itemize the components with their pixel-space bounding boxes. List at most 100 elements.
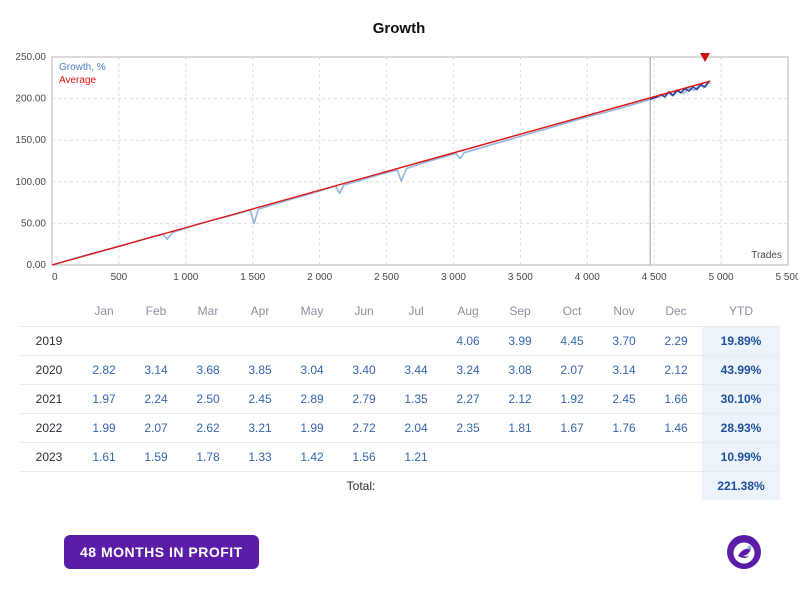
- return-cell: 1.46: [664, 421, 688, 435]
- return-cell: 1.59: [144, 450, 168, 464]
- ytd-cell: 30.10%: [702, 384, 780, 414]
- return-cell: 1.99: [92, 421, 116, 435]
- y-tick-label: 0.00: [27, 260, 47, 271]
- ytd-cell: 28.93%: [702, 413, 780, 443]
- ytd-cell: 19.89%: [702, 326, 780, 356]
- return-cell: 2.82: [92, 363, 116, 377]
- month-header: Jan: [94, 304, 114, 318]
- total-row: Total: 221.38%: [20, 471, 780, 500]
- return-cell: 1.92: [560, 392, 584, 406]
- return-cell: 3.14: [612, 363, 636, 377]
- return-cell: 3.24: [456, 363, 480, 377]
- return-cell: 2.07: [560, 363, 584, 377]
- return-cell: 2.45: [612, 392, 636, 406]
- return-cell: 1.76: [612, 421, 636, 435]
- x-tick-label: 1 000: [173, 272, 198, 283]
- return-cell: 1.21: [404, 450, 428, 464]
- return-cell: [442, 443, 494, 472]
- month-header: Apr: [250, 304, 270, 318]
- month-header: Jul: [408, 304, 424, 318]
- ytd-cell: 10.99%: [702, 442, 780, 472]
- return-cell: 2.79: [352, 392, 376, 406]
- month-header: Feb: [145, 304, 167, 318]
- months-in-profit-badge: 48 MONTHS IN PROFIT: [64, 535, 259, 569]
- x-tick-label: 1 500: [240, 272, 265, 283]
- year-label: 2020: [35, 363, 63, 377]
- return-cell: 2.29: [664, 334, 688, 348]
- total-value: 221.38%: [702, 471, 780, 500]
- return-cell: 3.85: [248, 363, 272, 377]
- series-average: [51, 80, 711, 266]
- return-cell: 1.66: [664, 392, 688, 406]
- year-label: 2022: [35, 421, 63, 435]
- y-tick-label: 200.00: [15, 94, 46, 105]
- month-header: Dec: [665, 304, 687, 318]
- return-cell: 3.44: [404, 363, 428, 377]
- y-tick-label: 250.00: [15, 52, 46, 63]
- return-cell: [546, 443, 598, 472]
- growth-chart-canvas[interactable]: 0 500 1 000 1 500 2 000 2 500 3 000 3 500 4 000 4…: [0, 47, 798, 287]
- return-cell: [598, 443, 650, 472]
- return-cell: [234, 327, 286, 356]
- y-tick-label: 50.00: [21, 218, 46, 229]
- return-cell: 1.61: [92, 450, 116, 464]
- table-row: 2021 1.97 2.24 2.50 2.45 2.89 2.79 1.35 2.27 2.12…: [20, 384, 780, 414]
- month-header: May: [300, 304, 324, 318]
- ytd-header: YTD: [729, 304, 753, 318]
- x-tick-label: 2 000: [307, 272, 332, 283]
- year-label: 2023: [35, 450, 63, 464]
- return-cell: [286, 327, 338, 356]
- return-cell: [650, 443, 702, 472]
- return-cell: [182, 327, 234, 356]
- table-row: 2020 2.82 3.14 3.68 3.85 3.04 3.40 3.44 3.24 3.08…: [20, 355, 780, 385]
- month-header: Aug: [457, 304, 479, 318]
- return-cell: 1.99: [300, 421, 324, 435]
- year-label: 2019: [35, 334, 63, 348]
- return-cell: [130, 327, 182, 356]
- return-cell: 2.04: [404, 421, 428, 435]
- latest-point-marker-icon: [700, 53, 711, 62]
- year-label: 2021: [35, 392, 63, 406]
- return-cell: [78, 327, 130, 356]
- return-cell: 1.67: [560, 421, 584, 435]
- return-cell: [390, 327, 442, 356]
- return-cell: 2.45: [248, 392, 272, 406]
- page-title: Growth: [372, 20, 426, 37]
- table-row: 2022 1.99 2.07 2.62 3.21 1.99 2.72 2.04 2.35 1.81…: [20, 413, 780, 443]
- return-cell: 1.97: [92, 392, 116, 406]
- return-cell: [338, 327, 390, 356]
- return-cell: 2.27: [456, 392, 480, 406]
- return-cell: 3.70: [612, 334, 636, 348]
- x-tick-label: 5 500: [775, 272, 798, 283]
- legend-label: Growth, %: [59, 62, 106, 73]
- month-header: Mar: [197, 304, 219, 318]
- month-header: Nov: [613, 304, 635, 318]
- total-label: Total:: [346, 479, 376, 493]
- return-cell: 2.35: [456, 421, 480, 435]
- x-tick-label: 500: [111, 272, 128, 283]
- brand-logo-icon: [727, 535, 761, 569]
- x-axis-label: Trades: [751, 250, 782, 261]
- return-cell: 1.78: [196, 450, 220, 464]
- x-tick-label: 2 500: [374, 272, 399, 283]
- growth-chart[interactable]: 0 500 1 000 1 500 2 000 2 500 3 000 3 500 4 000 4…: [0, 47, 798, 292]
- ytd-cell: 43.99%: [702, 355, 780, 385]
- x-tick-label: 5 000: [709, 272, 734, 283]
- return-cell: 2.07: [144, 421, 168, 435]
- return-cell: 3.04: [300, 363, 324, 377]
- return-cell: 3.68: [196, 363, 220, 377]
- monthly-returns-table: Jan Feb Mar Apr May Jun Jul Aug Sep Oct Nov Dec YTD 2…: [20, 296, 780, 500]
- return-cell: 4.06: [456, 334, 480, 348]
- table-row: 2023 1.61 1.59 1.78 1.33 1.42 1.56 1.21 10.99%: [20, 442, 780, 472]
- return-cell: 3.14: [144, 363, 168, 377]
- return-cell: 2.72: [352, 421, 376, 435]
- return-cell: 2.12: [664, 363, 688, 377]
- x-tick-label: 3 500: [508, 272, 533, 283]
- corner-header: [20, 296, 78, 327]
- legend-label: Average: [59, 75, 97, 86]
- return-cell: 3.99: [508, 334, 532, 348]
- return-cell: 2.24: [144, 392, 168, 406]
- y-tick-label: 150.00: [15, 135, 46, 146]
- footer: 48 MONTHS IN PROFIT: [64, 534, 762, 570]
